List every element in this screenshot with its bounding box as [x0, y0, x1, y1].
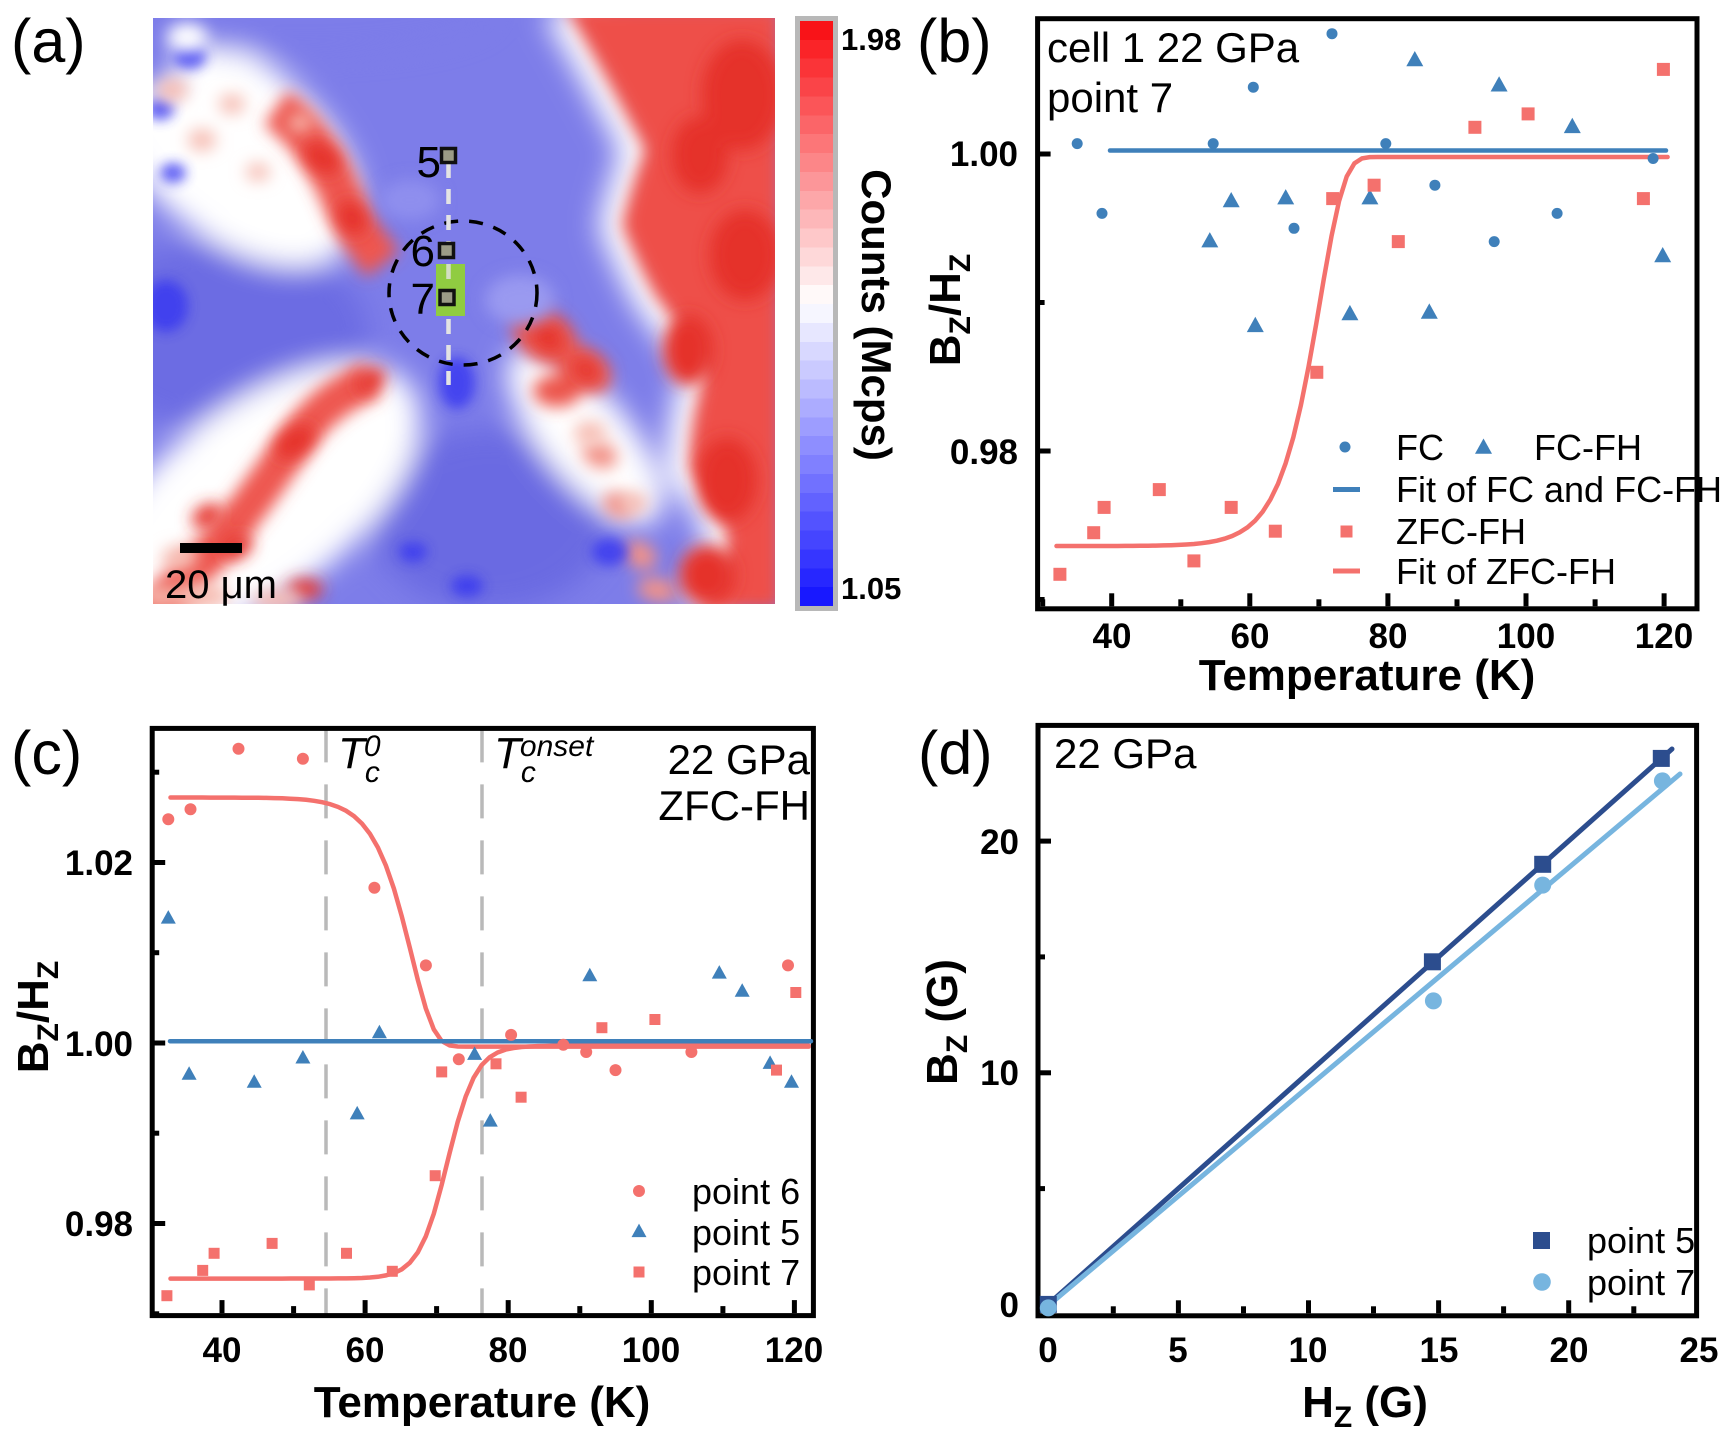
svg-text:1.98: 1.98 — [841, 22, 901, 57]
svg-text:15: 15 — [1420, 1331, 1459, 1370]
svg-text:25: 25 — [1680, 1331, 1719, 1370]
svg-text:Temperature (K): Temperature (K) — [1199, 651, 1536, 700]
svg-text:(c): (c) — [11, 719, 82, 787]
svg-text:40: 40 — [203, 1331, 242, 1370]
svg-text:point 5: point 5 — [1587, 1220, 1695, 1261]
svg-text:point 7: point 7 — [1047, 74, 1173, 121]
svg-text:6: 6 — [411, 227, 435, 276]
svg-text:1.05: 1.05 — [841, 571, 901, 606]
svg-text:Temperature (K): Temperature (K) — [314, 1378, 651, 1427]
svg-text:0.98: 0.98 — [950, 433, 1018, 472]
svg-text:5: 5 — [1168, 1331, 1187, 1370]
svg-text:ZFC-FH: ZFC-FH — [658, 782, 810, 829]
svg-text:0: 0 — [1000, 1286, 1019, 1325]
svg-text:point 5: point 5 — [692, 1212, 800, 1253]
svg-text:HZ (G): HZ (G) — [1302, 1378, 1428, 1434]
svg-text:point 6: point 6 — [692, 1171, 800, 1212]
svg-text:40: 40 — [1093, 617, 1132, 656]
svg-text:cell 1 22 GPa: cell 1 22 GPa — [1047, 24, 1300, 71]
svg-text:5: 5 — [417, 138, 441, 187]
svg-text:BZ (G): BZ (G) — [918, 959, 974, 1085]
svg-text:BZ/HZ: BZ/HZ — [921, 254, 977, 366]
svg-text:point 7: point 7 — [1587, 1262, 1695, 1303]
svg-text:(b): (b) — [917, 7, 992, 75]
svg-text:60: 60 — [1231, 617, 1270, 656]
svg-text:120: 120 — [1635, 617, 1693, 656]
svg-text:20 μm: 20 μm — [165, 563, 277, 607]
svg-text:120: 120 — [765, 1331, 823, 1370]
svg-text:22 GPa: 22 GPa — [1054, 730, 1197, 777]
svg-text:80: 80 — [1369, 617, 1408, 656]
svg-text:10: 10 — [1289, 1331, 1328, 1370]
svg-text:1.02: 1.02 — [65, 844, 133, 883]
svg-text:20: 20 — [980, 823, 1019, 862]
svg-text:100: 100 — [622, 1331, 680, 1370]
svg-text:ZFC-FH: ZFC-FH — [1396, 511, 1526, 552]
svg-text:80: 80 — [489, 1331, 528, 1370]
svg-text:7: 7 — [411, 275, 435, 324]
svg-text:10: 10 — [980, 1054, 1019, 1093]
svg-text:22 GPa: 22 GPa — [668, 736, 811, 783]
svg-text:60: 60 — [346, 1331, 385, 1370]
svg-text:Fit of FC and FC-FH: Fit of FC and FC-FH — [1396, 469, 1722, 510]
svg-text:Fit of ZFC-FH: Fit of ZFC-FH — [1396, 551, 1616, 592]
svg-text:FC-FH: FC-FH — [1534, 427, 1642, 468]
svg-text:(d): (d) — [918, 719, 993, 787]
svg-text:Counts (Mcps): Counts (Mcps) — [853, 169, 900, 461]
svg-text:20: 20 — [1550, 1331, 1589, 1370]
svg-text:(a): (a) — [11, 7, 86, 75]
svg-text:FC: FC — [1396, 427, 1444, 468]
svg-text:1.00: 1.00 — [65, 1025, 133, 1064]
svg-text:1.00: 1.00 — [950, 135, 1018, 174]
svg-text:point 7: point 7 — [692, 1252, 800, 1293]
svg-text:BZ/HZ: BZ/HZ — [9, 961, 65, 1073]
svg-text:0.98: 0.98 — [65, 1205, 133, 1244]
svg-text:100: 100 — [1497, 617, 1555, 656]
svg-text:0: 0 — [1038, 1331, 1057, 1370]
